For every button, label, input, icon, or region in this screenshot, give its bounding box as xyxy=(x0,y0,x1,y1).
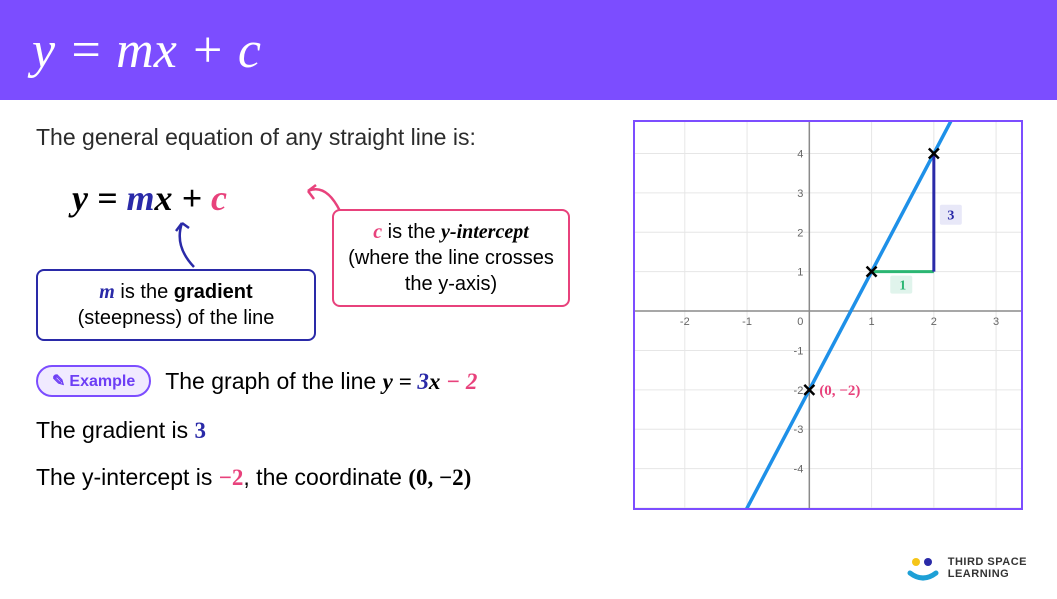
svg-text:1: 1 xyxy=(869,316,875,328)
ex-eq-y: y xyxy=(383,369,393,394)
intercept-mid: , the coordinate xyxy=(243,464,408,490)
logo-icon xyxy=(906,555,940,581)
gradient-value: 3 xyxy=(195,418,207,443)
arrow-to-m-callout xyxy=(172,221,212,271)
svg-text:1: 1 xyxy=(797,267,803,279)
svg-text:2: 2 xyxy=(797,227,803,239)
callout-c-yvar: y xyxy=(441,221,450,243)
header-banner: y = mx + c xyxy=(0,0,1057,100)
ex-eq-c: 2 xyxy=(466,369,478,394)
svg-text:4: 4 xyxy=(797,149,803,161)
svg-text:2: 2 xyxy=(931,316,937,328)
callout-c-text1: is the xyxy=(382,221,441,243)
brand-line1: THIRD SPACE xyxy=(948,556,1027,568)
content-area: The general equation of any straight lin… xyxy=(0,100,1057,599)
svg-text:-2: -2 xyxy=(680,316,690,328)
svg-text:0: 0 xyxy=(797,316,803,328)
svg-text:3: 3 xyxy=(993,316,999,328)
example-equation: y = 3x − 2 xyxy=(383,369,478,394)
intercept-statement: The y-intercept is −2, the coordinate (0… xyxy=(36,464,616,491)
pencil-icon: ✎ xyxy=(52,373,65,390)
brand-line2: LEARNING xyxy=(948,568,1027,580)
eq-plus: + xyxy=(173,178,212,218)
eq-x: x xyxy=(155,178,173,218)
callout-intercept: c is the y-intercept (where the line cro… xyxy=(332,209,570,307)
svg-text:3: 3 xyxy=(947,209,954,224)
callout-m-text2: (steepness) of the line xyxy=(78,307,275,329)
svg-text:3: 3 xyxy=(797,188,803,200)
svg-text:(0, −2): (0, −2) xyxy=(819,383,860,399)
ex-eq-equals: = xyxy=(393,369,418,394)
brand-text: THIRD SPACE LEARNING xyxy=(948,556,1027,580)
equation-block: y = mx + c m is the gradient (steepness)… xyxy=(36,169,616,359)
intercept-coord: (0, −2) xyxy=(408,465,471,490)
svg-text:-1: -1 xyxy=(742,316,752,328)
callout-m-bold: gradient xyxy=(174,281,253,303)
main-equation: y = mx + c xyxy=(72,177,227,219)
callout-c-var: c xyxy=(373,221,382,243)
example-pill: ✎Example xyxy=(36,365,151,397)
svg-text:-3: -3 xyxy=(794,424,804,436)
example-row: ✎Example The graph of the line y = 3x − … xyxy=(36,365,616,397)
example-prefix: The graph of the line xyxy=(165,368,382,394)
intercept-prefix: The y-intercept is xyxy=(36,464,219,490)
svg-text:-2: -2 xyxy=(794,385,804,397)
graph-panel: -2 -1 1 2 3 -4 -3 -2 -1 1 2 3 4 0 1 3 (0, −2) xyxy=(633,120,1023,510)
brand-logo: THIRD SPACE LEARNING xyxy=(906,555,1027,581)
graph-svg: -2 -1 1 2 3 -4 -3 -2 -1 1 2 3 4 0 1 3 (0, −2) xyxy=(635,122,1021,508)
eq-equals: = xyxy=(88,178,127,218)
callout-c-bold: -intercept xyxy=(450,221,529,243)
svg-text:-1: -1 xyxy=(794,345,804,357)
callout-m-var: m xyxy=(99,281,115,303)
left-column: The general equation of any straight lin… xyxy=(36,124,616,491)
svg-text:-4: -4 xyxy=(794,464,804,476)
eq-c: c xyxy=(211,178,227,218)
header-equation: y = mx + c xyxy=(32,21,261,80)
ex-eq-m: 3 xyxy=(417,369,429,394)
svg-text:1: 1 xyxy=(899,279,906,294)
callout-m-text1: is the xyxy=(115,281,174,303)
intro-text: The general equation of any straight lin… xyxy=(36,124,616,151)
ex-eq-sign: − xyxy=(440,369,465,394)
callout-gradient: m is the gradient (steepness) of the lin… xyxy=(36,269,316,341)
gradient-statement: The gradient is 3 xyxy=(36,417,616,444)
callout-c-text2: (where the line crosses the y-axis) xyxy=(348,247,554,295)
intercept-value: −2 xyxy=(219,465,244,490)
ex-eq-x: x xyxy=(429,369,441,394)
eq-y: y xyxy=(72,178,88,218)
eq-m: m xyxy=(127,178,155,218)
gradient-prefix: The gradient is xyxy=(36,417,195,443)
example-label: Example xyxy=(69,373,135,390)
